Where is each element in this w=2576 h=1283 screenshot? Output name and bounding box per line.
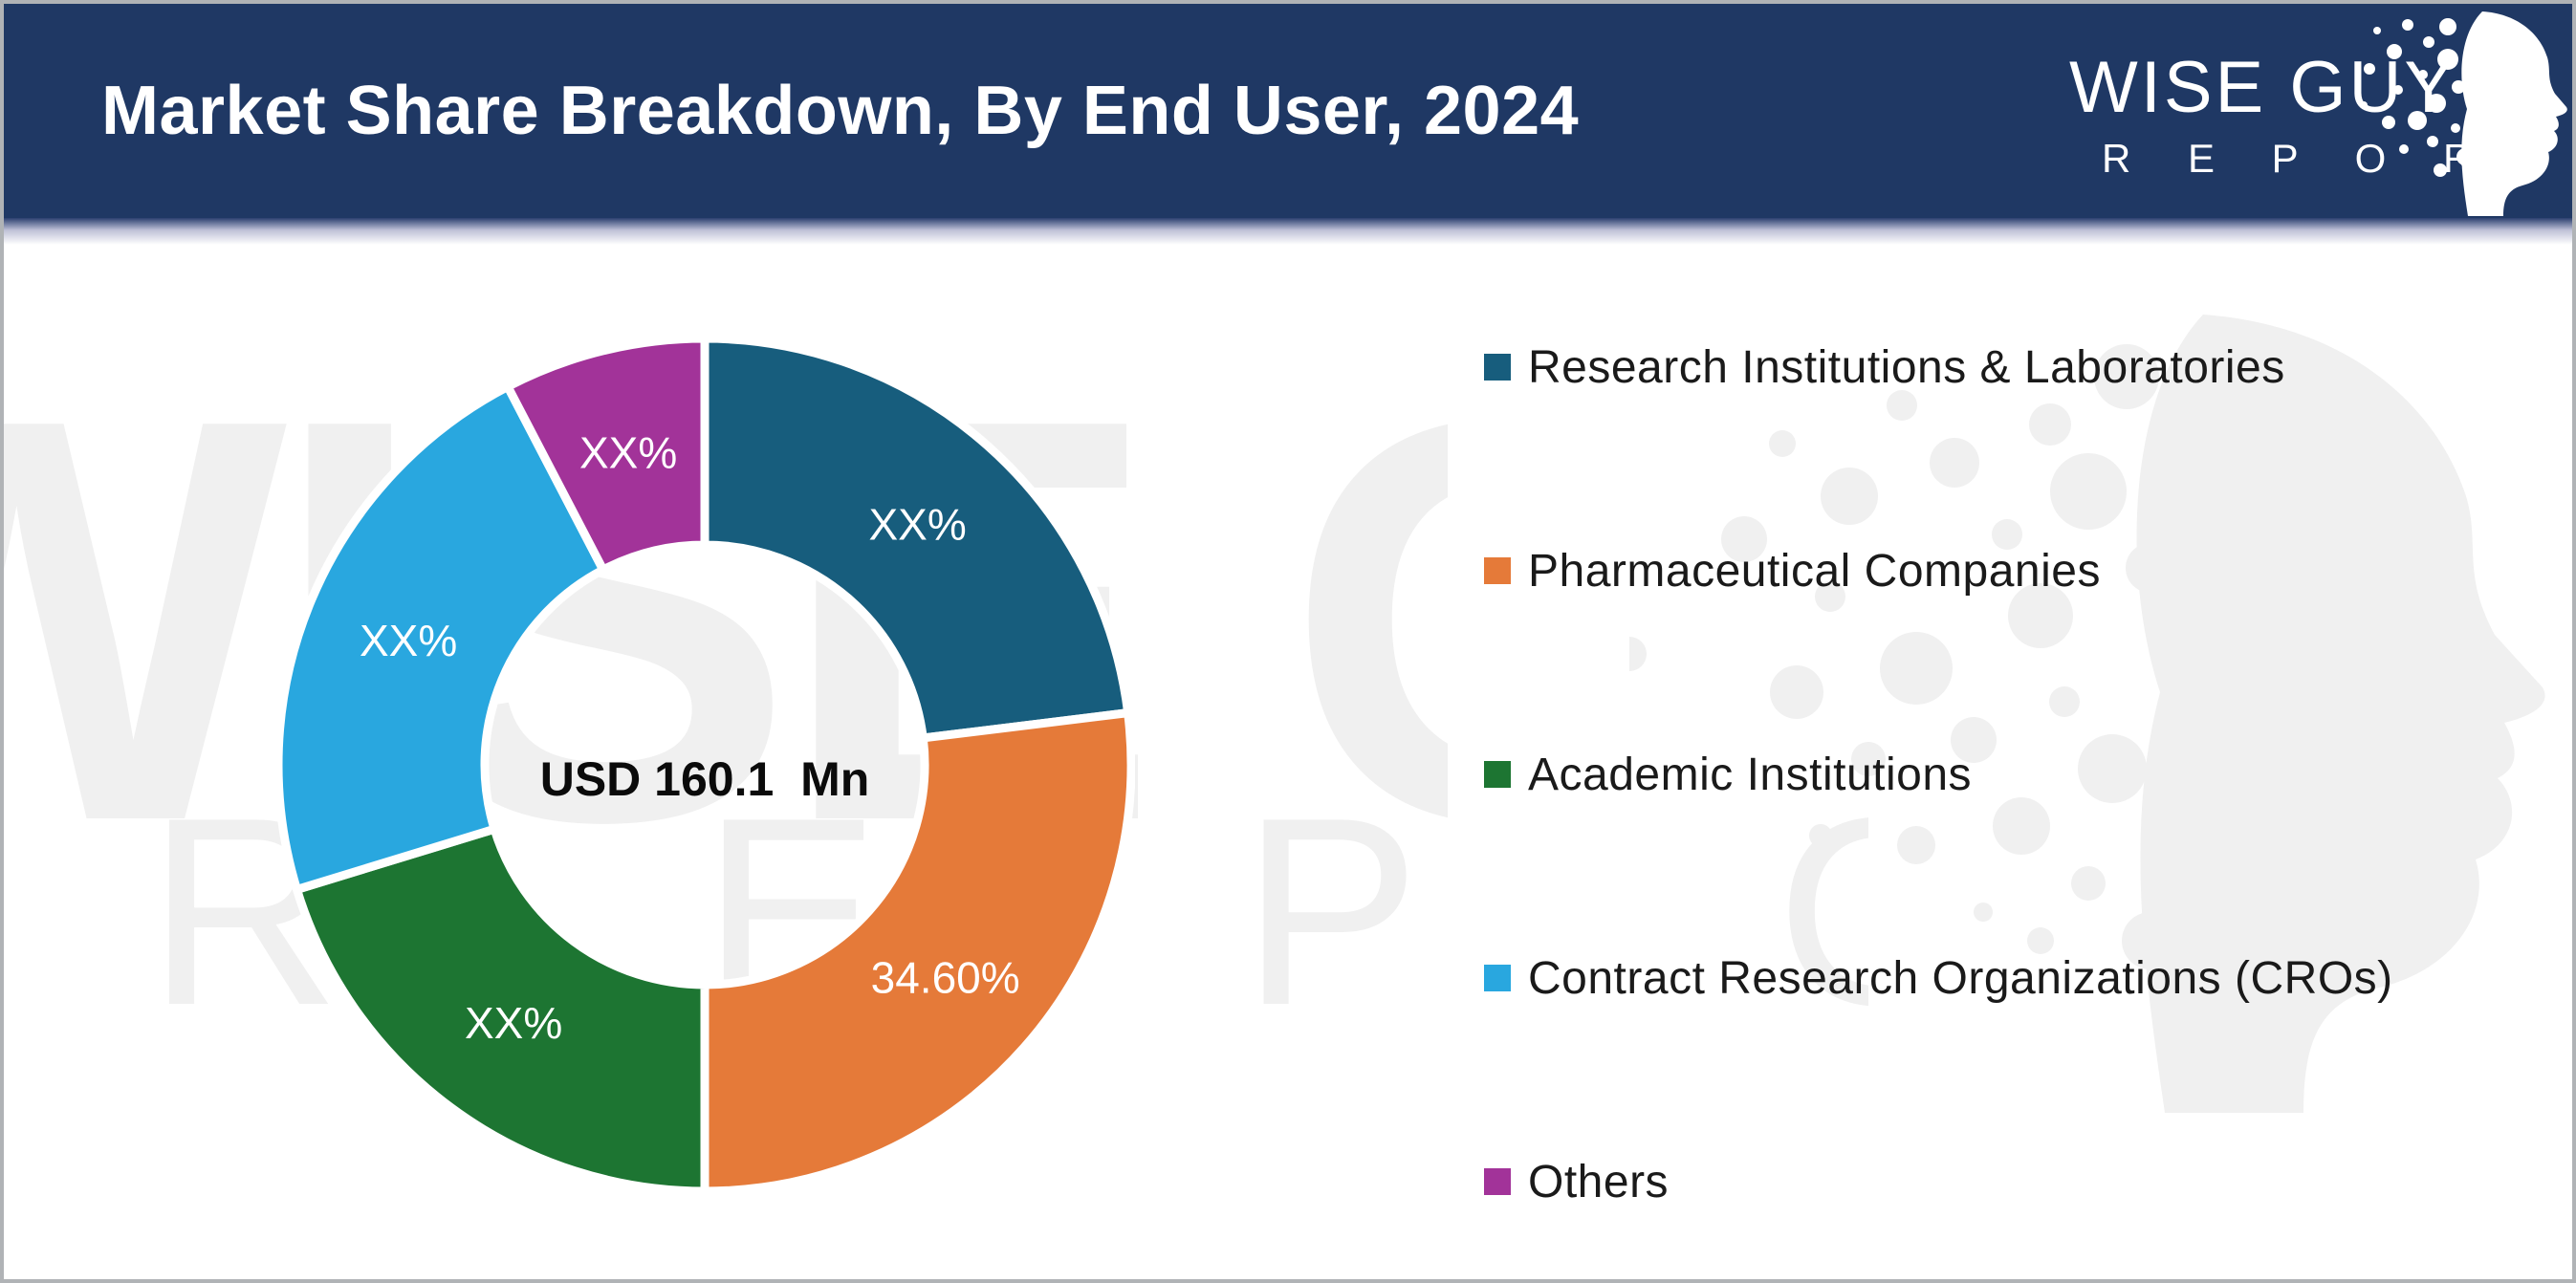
donut-chart: XX% 34.60% XX% XX% XX% [274,335,1135,1195]
brand-logo: WISE GUY R E P O R T S [2019,4,2572,218]
slice-value-label: XX% [579,428,677,478]
legend-item-label: Others [1528,1156,1670,1207]
legend-item: Research Institutions & Laboratories [1484,338,2393,396]
slice-value-label: XX% [869,499,967,549]
legend-item: Others [1484,1153,2393,1210]
watermark-face-graphic [1629,315,2545,1113]
donut-slice [274,381,608,894]
legend-color-marker [1484,354,1511,381]
legend-color-marker [1484,965,1511,991]
header-bar: Market Share Breakdown, By End User, 202… [4,4,2572,218]
page-title: Market Share Breakdown, By End User, 202… [101,73,1580,149]
header-shadow [4,218,2572,245]
donut-slice [700,335,1133,743]
legend-item: Pharmaceutical Companies [1484,542,2393,599]
legend-item-label: Pharmaceutical Companies [1528,545,2101,597]
slice-value-label: XX% [360,616,457,665]
legend-item: Academic Institutions [1484,746,2393,803]
legend-color-marker [1484,761,1511,788]
donut-slice [700,708,1135,1195]
slice-value-label: 34.60% [871,953,1020,1003]
legend-item-label: Research Institutions & Laboratories [1528,341,2285,393]
donut-slice [292,824,709,1195]
slice-value-label: XX% [465,998,562,1048]
legend-item: Contract Research Organizations (CROs) [1484,949,2393,1007]
legend-item-label: Academic Institutions [1528,749,1973,800]
donut-center-value: USD 160.1 Mn [539,752,870,806]
logo-wiseguy-text: WISE GUY [2069,47,2456,128]
donut-slice [503,335,709,575]
logo-face-icon [2360,11,2567,216]
legend-color-marker [1484,1168,1511,1195]
legend: Research Institutions & Laboratories Phar… [1484,338,2393,1279]
legend-color-marker [1484,557,1511,584]
legend-item-label: Contract Research Organizations (CROs) [1528,952,2393,1004]
